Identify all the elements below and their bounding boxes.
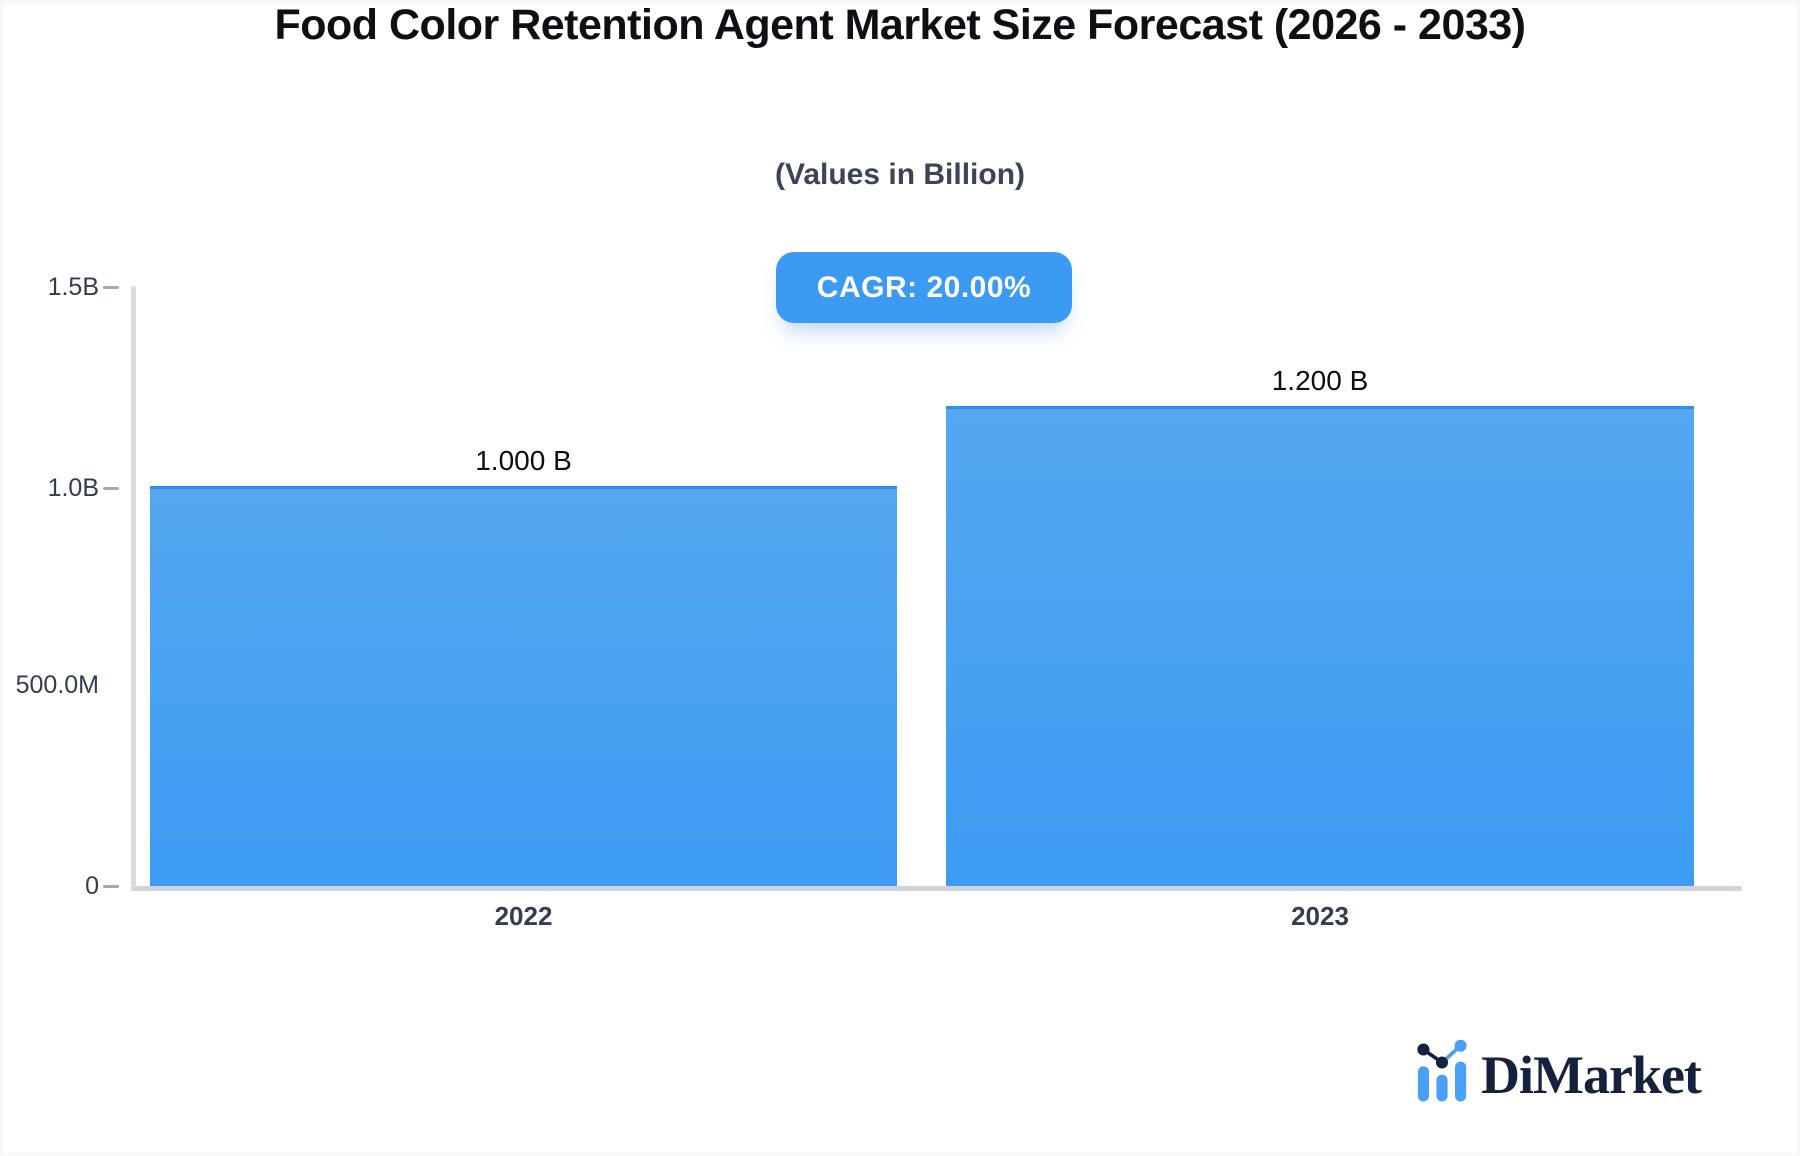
y-axis-tick-mark <box>103 286 119 289</box>
bar-value-label: 1.000 B <box>475 445 572 476</box>
logo: DiMarket <box>1416 1036 1702 1106</box>
bar-group-2023: 1.200 B <box>946 365 1694 886</box>
bar-2022[interactable] <box>150 486 897 886</box>
y-axis-line <box>131 286 136 886</box>
chart-title: Food Color Retention Agent Market Size F… <box>274 1 1526 49</box>
chart-subtitle: (Values in Billion) <box>774 158 1026 191</box>
x-axis-label-2022: 2022 <box>494 901 553 931</box>
y-axis-tick-label: 1.5B <box>47 273 99 301</box>
y-axis-tick-label: 1.0B <box>47 474 99 502</box>
bar-line-chart-icon <box>1417 1039 1467 1102</box>
bar-group-2022: 1.000 B <box>150 445 897 886</box>
y-axis-tick-label: 500.0M <box>15 671 99 699</box>
x-axis-label-2023: 2023 <box>1291 901 1349 931</box>
logo-text: DiMarket <box>1481 1045 1702 1105</box>
bar-value-label: 1.200 B <box>1271 365 1369 396</box>
cagr-badge: CAGR: 20.00% <box>776 252 1072 323</box>
y-axis-tick-label: 0 <box>85 872 99 900</box>
y-axis-tick-mark <box>103 487 119 490</box>
bar-2023[interactable] <box>946 406 1694 886</box>
y-axis-tick-mark <box>103 885 119 888</box>
x-axis-line <box>131 886 1742 891</box>
